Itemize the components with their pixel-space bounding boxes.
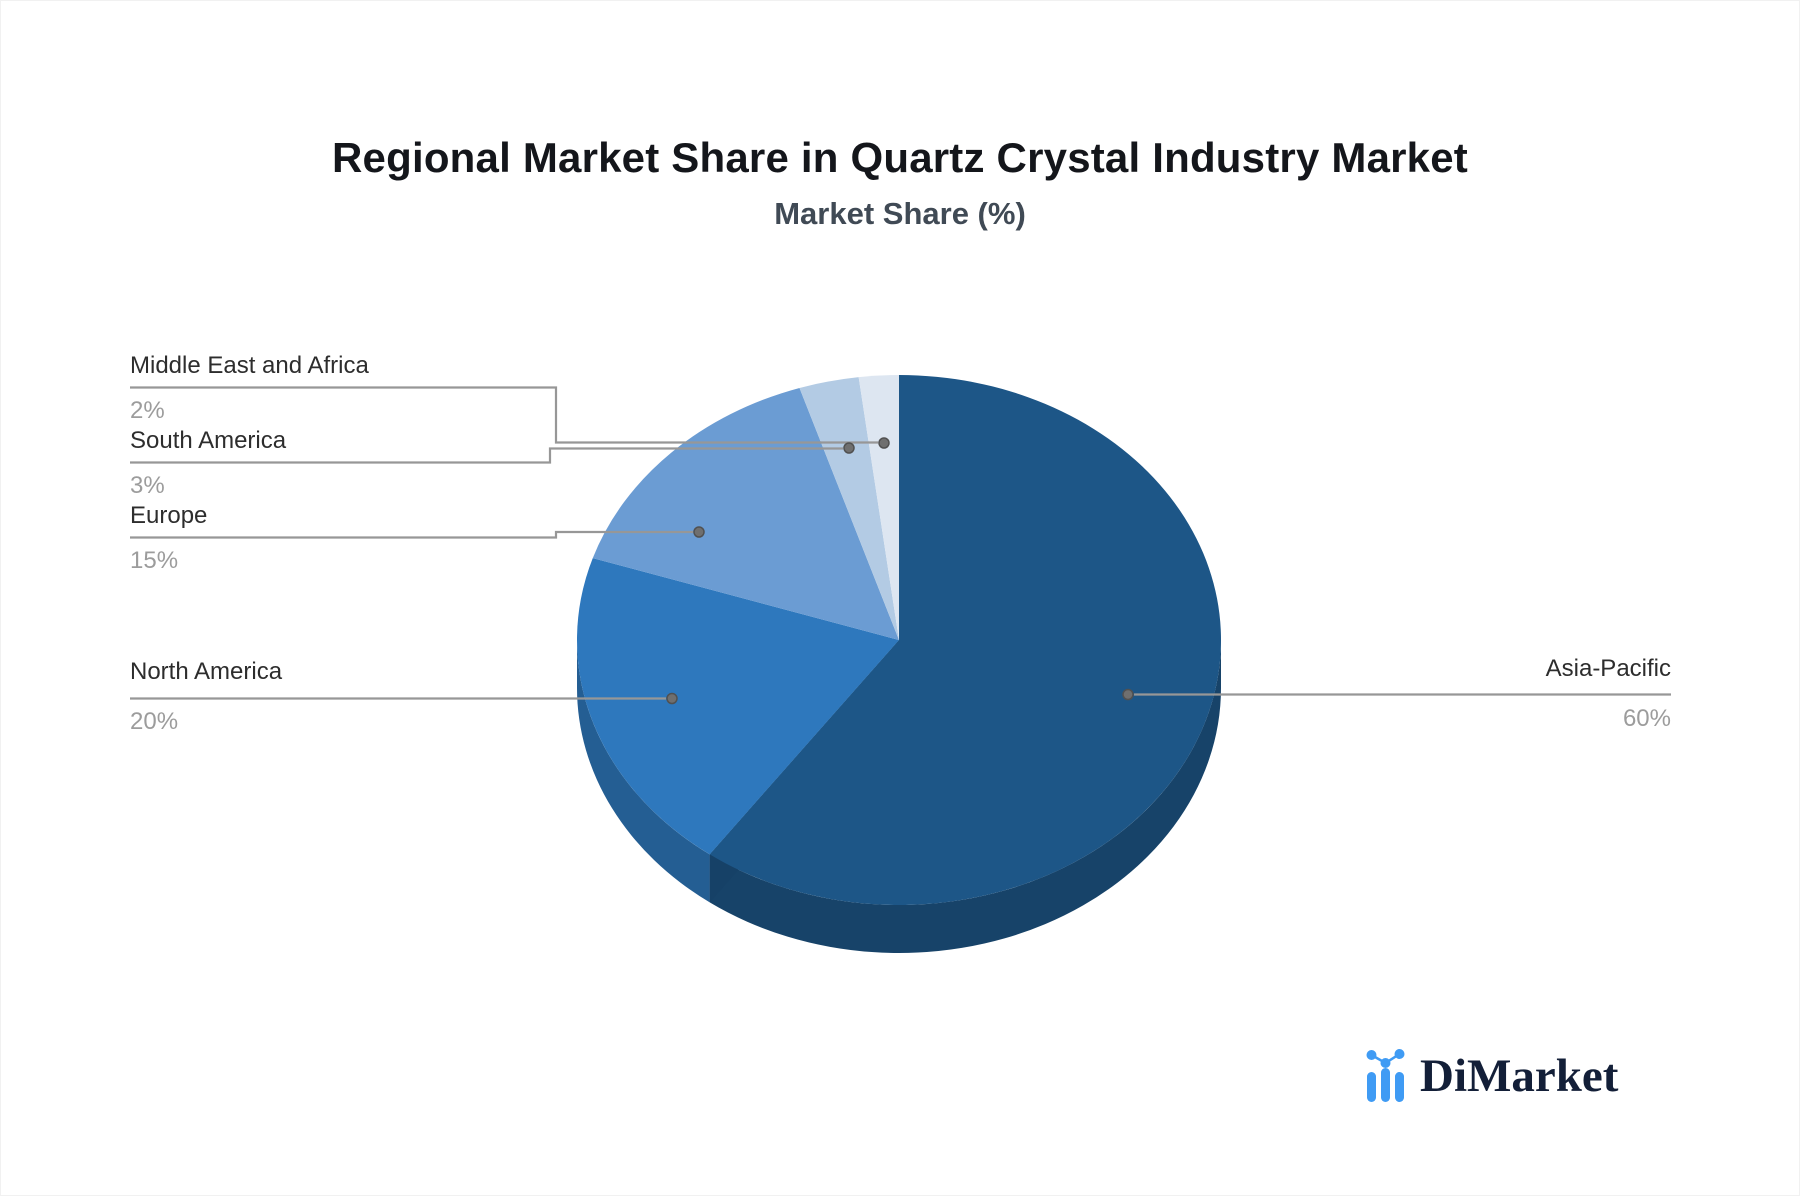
callout-value-south-america: 3% [130, 472, 165, 499]
bar-line-chart-icon [1366, 1049, 1405, 1102]
chart-title: Regional Market Share in Quartz Crystal … [332, 134, 1468, 181]
callout-value-north-america: 20% [130, 708, 179, 735]
chart-subtitle: Market Share (%) [774, 196, 1026, 231]
callout-value-middle-east-and-africa: 2% [130, 397, 165, 424]
callout-label-north-america: North America [130, 658, 283, 685]
callout-value-asia-pacific: 60% [1622, 705, 1671, 732]
callout-label-middle-east-and-africa: Middle East and Africa [130, 352, 369, 379]
dimarket-logo: DiMarket [1364, 1042, 1684, 1112]
callout-label-south-america: South America [130, 427, 287, 454]
callout-label-asia-pacific: Asia-Pacific [1545, 655, 1671, 682]
logo-text: DiMarket [1420, 1050, 1619, 1102]
callout-value-europe: 15% [130, 547, 179, 574]
callout-label-europe: Europe [130, 502, 208, 529]
